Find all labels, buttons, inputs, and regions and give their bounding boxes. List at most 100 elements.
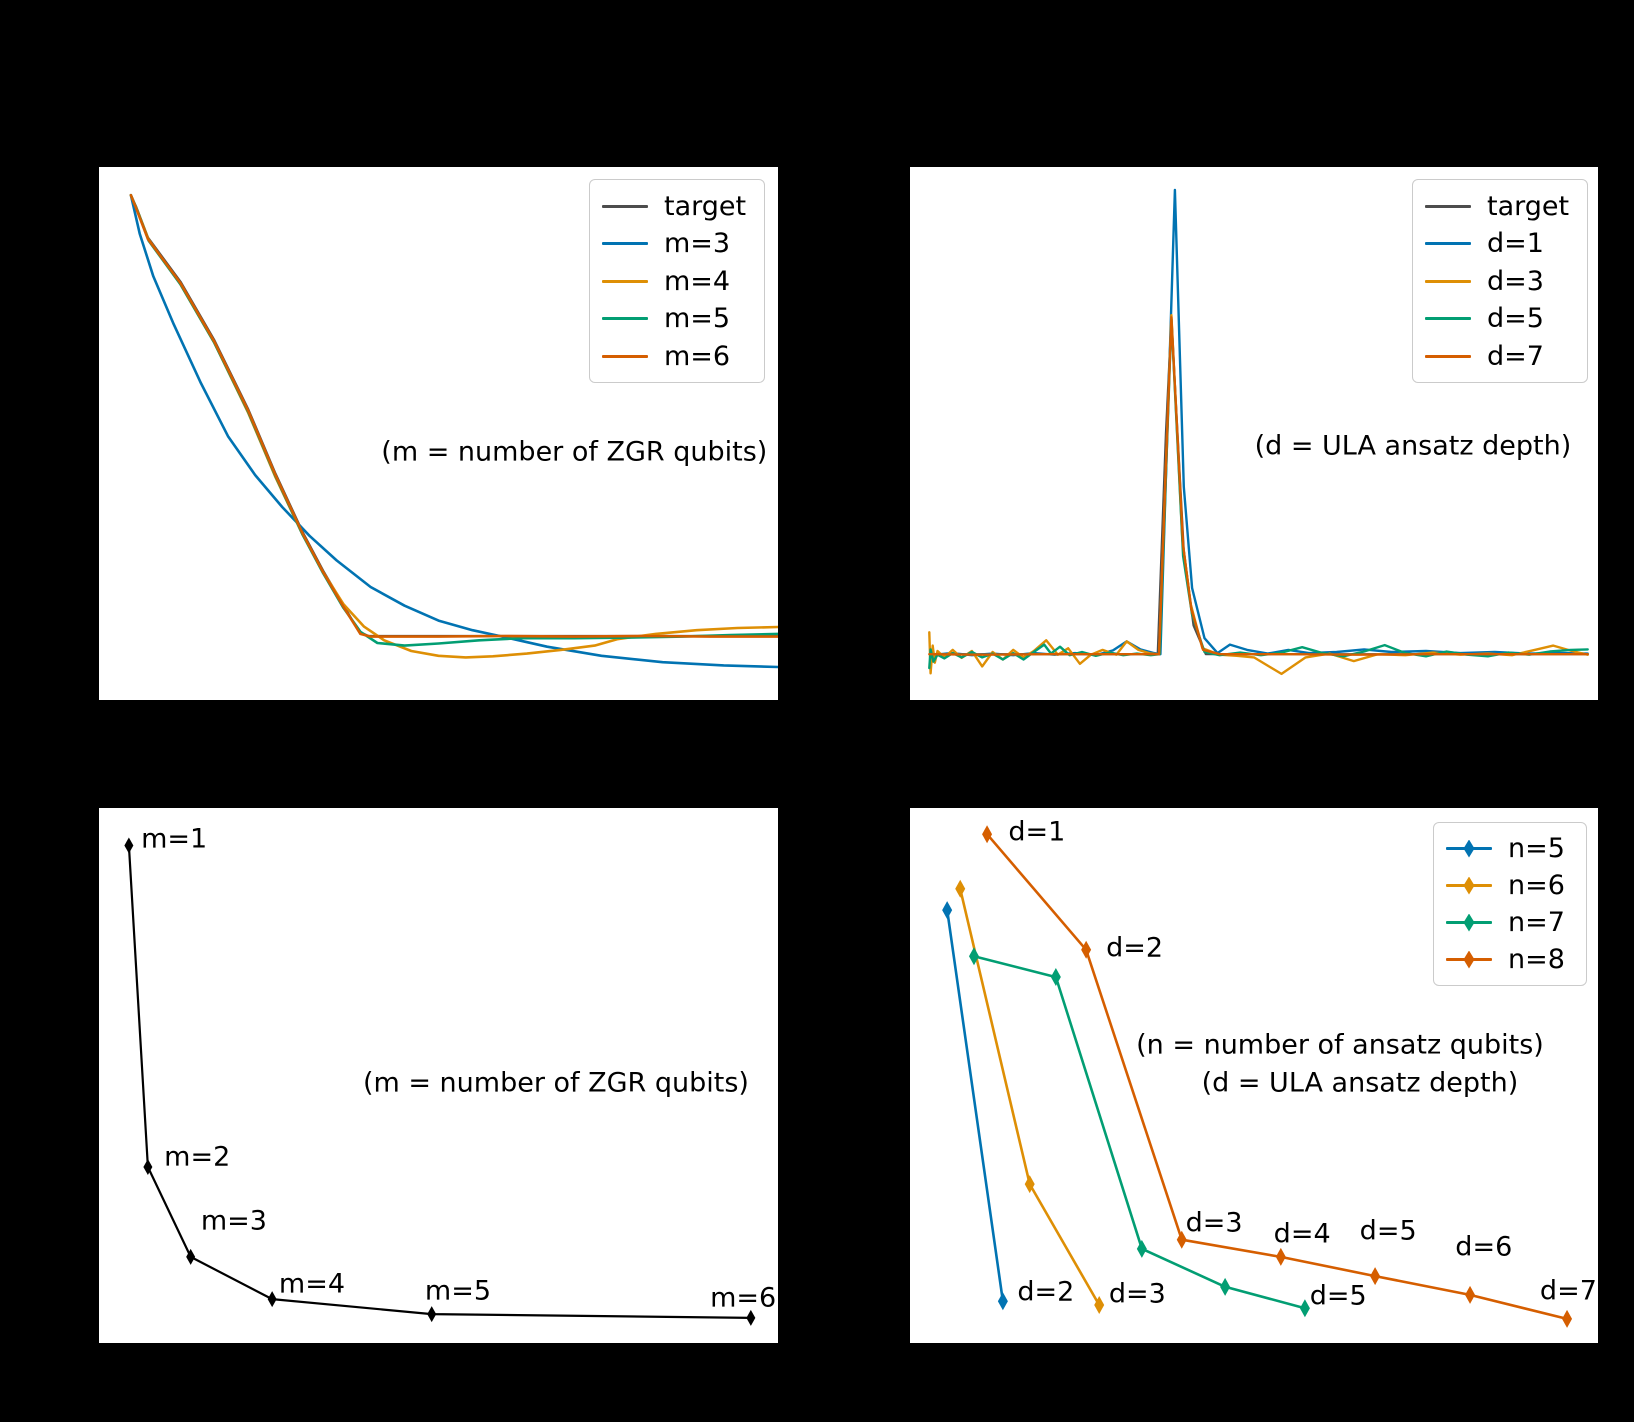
data-point-marker-c-zgr-error	[267, 1291, 277, 1308]
legend-line-sample-icon	[602, 309, 648, 329]
data-point-marker-d-n=8	[1370, 1267, 1381, 1286]
data-point-marker-d-n=6	[955, 879, 966, 898]
legend-line-sample-icon	[602, 234, 648, 254]
data-point-marker-d-n=7	[1136, 1239, 1147, 1258]
legend-line-sample-icon	[602, 346, 648, 366]
legend-entry-a-target: target	[602, 191, 752, 222]
data-point-marker-d-n=8	[982, 825, 993, 844]
legend-entry-label: d=3	[1487, 265, 1544, 297]
data-point-marker-d-n=8	[1176, 1230, 1187, 1249]
data-point-marker-d-n=8	[1562, 1309, 1573, 1328]
annotation-a-0: (m = number of ZGR qubits)	[381, 436, 768, 468]
plot-panel-c: (m = number of ZGR qubits) m=1 m=2 m=3 m=4 m=…	[99, 808, 778, 1343]
legend-entry-label: m=6	[664, 340, 731, 372]
data-point-marker-d-n=7	[1050, 968, 1061, 987]
legend-line-icon	[602, 317, 648, 320]
legend-a: target m=3 m=4 m=5 m=6	[589, 179, 765, 383]
legend-entry-a-m=5: m=5	[602, 303, 752, 334]
legend-line-sample-icon	[602, 196, 648, 216]
point-label-d-7: d=2	[1017, 1276, 1075, 1308]
point-label-c-4: m=5	[424, 1275, 492, 1307]
legend-entry-label: n=6	[1508, 870, 1565, 901]
legend-entry-label: m=3	[664, 228, 731, 259]
legend-line-icon	[1425, 204, 1471, 208]
legend-line-sample-icon	[1446, 839, 1492, 859]
data-point-marker-c-zgr-error	[186, 1248, 196, 1265]
legend-entry-label: m=5	[664, 303, 731, 334]
legend-diamond-marker-icon	[1463, 876, 1475, 895]
legend-entry-b-d=3: d=3	[1425, 266, 1575, 297]
point-label-c-5: m=6	[710, 1282, 777, 1314]
data-point-marker-d-n=8	[1465, 1285, 1476, 1304]
legend-line-sample-icon	[1425, 196, 1471, 216]
point-label-d-2: d=3	[1185, 1207, 1243, 1239]
legend-line-icon	[1425, 279, 1471, 283]
plot-area-b	[928, 188, 1589, 676]
annotation-d-1: (d = ULA ansatz depth)	[1201, 1067, 1519, 1099]
point-label-c-0: m=1	[141, 823, 208, 855]
data-point-marker-d-n=8	[1275, 1247, 1286, 1266]
data-point-marker-c-zgr-error	[124, 837, 134, 854]
data-point-marker-d-n=7	[1220, 1277, 1231, 1296]
legend-d: n=5 n=6 n=7 n=8	[1433, 822, 1587, 986]
data-point-marker-d-n=5	[997, 1292, 1008, 1311]
data-point-marker-d-n=6	[1094, 1296, 1105, 1315]
legend-entry-b-d=1: d=1	[1425, 228, 1575, 259]
data-point-marker-d-n=8	[1081, 940, 1092, 959]
legend-entry-label: d=7	[1487, 340, 1544, 372]
series-line-d-n=7	[972, 954, 1307, 1310]
data-point-marker-c-zgr-error	[746, 1309, 756, 1326]
legend-entry-d-n=7: n=7	[1446, 907, 1574, 938]
point-label-c-2: m=3	[200, 1205, 267, 1237]
point-label-d-9: d=5	[1309, 1280, 1367, 1312]
series-line-d-n=5	[945, 908, 1005, 1303]
point-label-c-1: m=2	[164, 1141, 231, 1173]
plot-area-c	[124, 837, 756, 1326]
data-point-marker-c-zgr-error	[427, 1306, 437, 1323]
legend-entry-label: d=5	[1487, 303, 1544, 334]
legend-line-sample-icon	[602, 271, 648, 291]
data-point-marker-c-zgr-error	[143, 1158, 153, 1175]
point-label-d-1: d=2	[1106, 932, 1164, 964]
data-point-marker-d-n=6	[1024, 1175, 1035, 1194]
annotation-d-0: (n = number of ansatz qubits)	[1136, 1029, 1544, 1061]
legend-line-icon	[602, 279, 648, 283]
point-label-d-4: d=5	[1359, 1215, 1417, 1247]
annotation-c-0: (m = number of ZGR qubits)	[362, 1067, 749, 1099]
legend-entry-b-d=7: d=7	[1425, 341, 1575, 372]
plot-area-a	[129, 193, 778, 669]
point-label-d-6: d=7	[1539, 1275, 1597, 1307]
legend-entry-label: m=4	[664, 265, 731, 297]
plot-panel-d: (n = number of ansatz qubits) (d = ULA an…	[910, 808, 1598, 1343]
legend-line-sample-icon	[1446, 876, 1492, 896]
legend-line-icon	[602, 242, 648, 245]
legend-line-sample-icon	[1446, 913, 1492, 933]
legend-entry-label: target	[1487, 190, 1570, 222]
legend-entry-b-d=5: d=5	[1425, 303, 1575, 334]
legend-entry-a-m=3: m=3	[602, 228, 752, 259]
series-line-a-m=6	[129, 193, 778, 638]
legend-line-icon	[1425, 354, 1471, 358]
legend-entry-label: n=8	[1508, 944, 1565, 975]
point-label-c-3: m=4	[278, 1268, 346, 1300]
legend-diamond-marker-icon	[1463, 913, 1475, 932]
legend-entry-label: n=5	[1508, 833, 1565, 864]
legend-entry-label: d=1	[1487, 228, 1544, 259]
legend-line-sample-icon	[1446, 950, 1492, 970]
plot-panel-a: (m = number of ZGR qubits) target m=3 m=4 m=…	[99, 167, 778, 700]
point-label-d-3: d=4	[1273, 1218, 1331, 1250]
point-label-d-0: d=1	[1008, 816, 1066, 848]
legend-entry-a-m=4: m=4	[602, 266, 752, 297]
series-line-c-zgr-error	[127, 844, 752, 1319]
legend-entry-a-m=6: m=6	[602, 341, 752, 372]
series-line-b-d=7	[928, 316, 1589, 656]
annotation-b-0: (d = ULA ansatz depth)	[1254, 430, 1572, 462]
legend-entry-d-n=5: n=5	[1446, 833, 1574, 864]
data-point-marker-d-n=7	[1299, 1299, 1310, 1318]
legend-entry-label: n=7	[1508, 907, 1565, 938]
plot-area-d	[942, 825, 1573, 1328]
legend-entry-b-target: target	[1425, 191, 1575, 222]
legend-entry-d-n=6: n=6	[1446, 870, 1574, 901]
point-label-d-5: d=6	[1455, 1231, 1513, 1263]
